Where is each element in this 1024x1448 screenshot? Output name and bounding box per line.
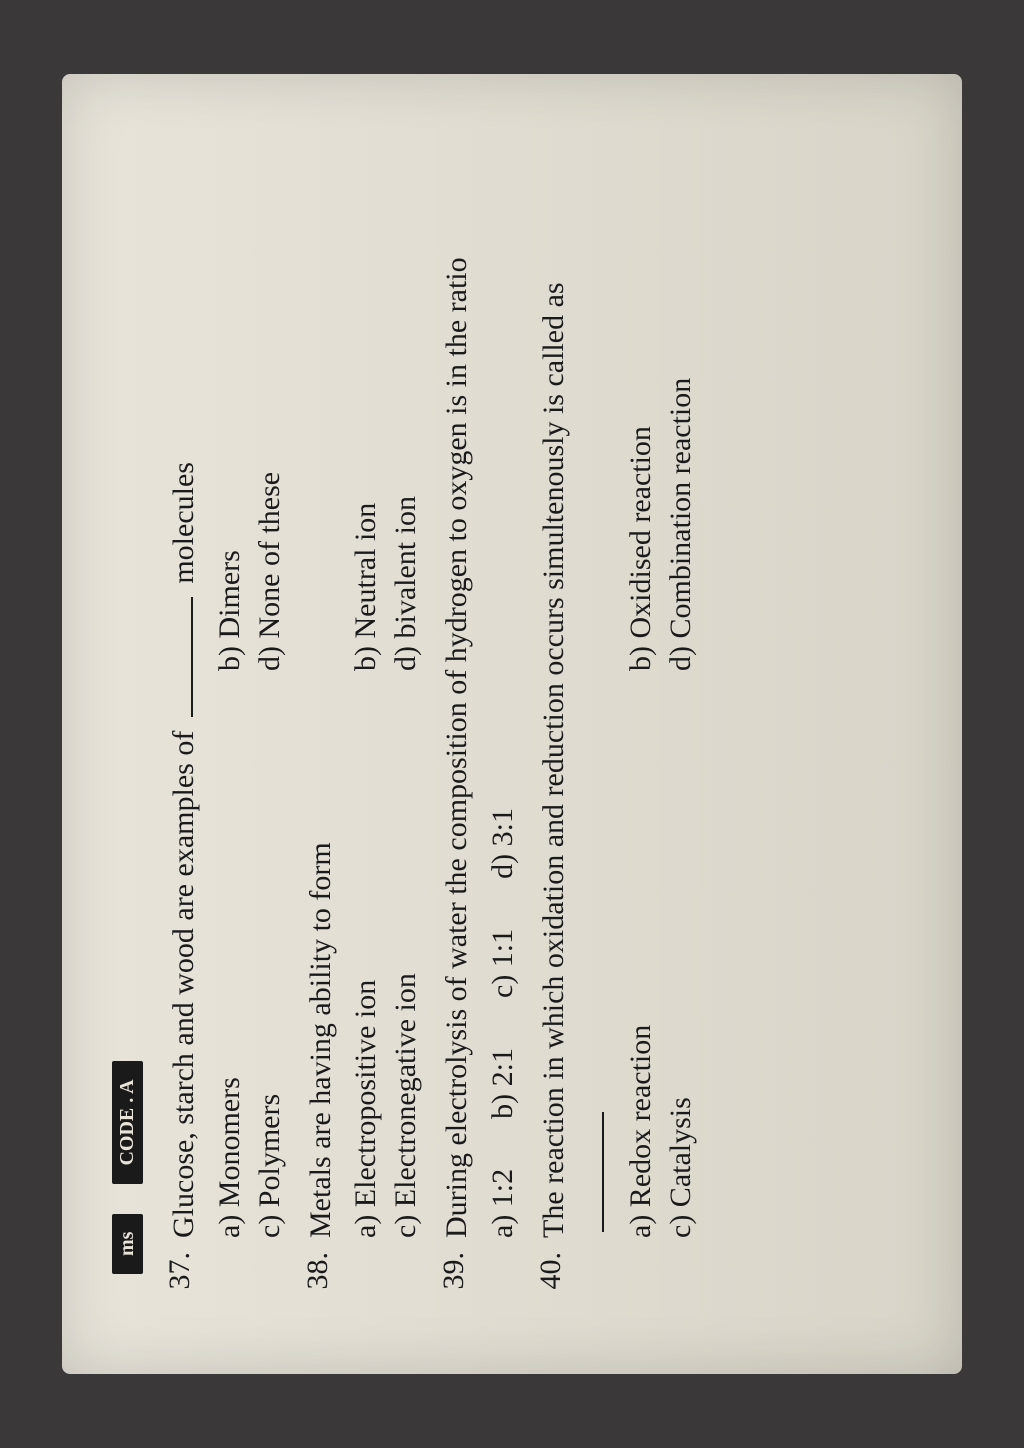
question-39: 39. During electrolysis of water the com… bbox=[437, 144, 520, 1304]
option-c: c) 1:1 bbox=[486, 929, 520, 998]
options-row: a) 1:2 b) 2:1 c) 1:1 d) 3:1 bbox=[486, 144, 520, 1238]
question-text-before: Glucose, starch and wood are examples of bbox=[167, 731, 200, 1238]
tag-left: ms bbox=[112, 1214, 143, 1274]
question-body: Metals are having ability to form a) Ele… bbox=[301, 144, 424, 1238]
blank-line bbox=[574, 1112, 604, 1232]
exam-paper: ms CODE . A 37. Glucose, starch and wood… bbox=[62, 74, 962, 1374]
option-d: d) None of these bbox=[253, 144, 287, 671]
question-number: 39. bbox=[437, 1252, 471, 1304]
question-text: Glucose, starch and wood are examples of… bbox=[163, 144, 205, 1238]
option-c: c) Catalysis bbox=[664, 711, 698, 1238]
question-number: 38. bbox=[301, 1252, 335, 1304]
option-a: a) Monomers bbox=[213, 711, 247, 1238]
question-number: 40. bbox=[534, 1252, 568, 1304]
option-d: d) Combination reaction bbox=[664, 144, 698, 671]
tag-right: CODE . A bbox=[112, 1061, 143, 1183]
question-number: 37. bbox=[163, 1252, 197, 1304]
blank-line bbox=[163, 597, 193, 717]
question-body: Glucose, starch and wood are examples of… bbox=[163, 144, 287, 1238]
option-a: a) Electropositive ion bbox=[349, 711, 383, 1238]
question-40: 40. The reaction in which oxidation and … bbox=[534, 144, 698, 1304]
option-b: b) 2:1 bbox=[486, 1048, 520, 1119]
question-body: During electrolysis of water the composi… bbox=[437, 144, 520, 1238]
options-grid: a) Monomers b) Dimers c) Polymers d) Non… bbox=[213, 144, 287, 1238]
question-text: Metals are having ability to form bbox=[301, 144, 342, 1238]
options-grid: a) Electropositive ion b) Neutral ion c)… bbox=[349, 144, 423, 1238]
page-wrapper: ms CODE . A 37. Glucose, starch and wood… bbox=[0, 74, 1024, 1374]
option-c: c) Polymers bbox=[253, 711, 287, 1238]
question-text-before: Metals are having ability to form bbox=[304, 842, 337, 1238]
option-a: a) Redox reaction bbox=[624, 711, 658, 1238]
option-a: a) 1:2 bbox=[486, 1169, 520, 1238]
question-text-before: The reaction in which oxidation and redu… bbox=[537, 282, 570, 1238]
question-37: 37. Glucose, starch and wood are example… bbox=[163, 144, 287, 1304]
header-tags: ms CODE . A bbox=[112, 144, 143, 1274]
option-b: b) Neutral ion bbox=[349, 144, 383, 671]
question-text: The reaction in which oxidation and redu… bbox=[534, 144, 616, 1238]
question-text-after: molecules bbox=[167, 462, 200, 584]
option-b: b) Oxidised reaction bbox=[624, 144, 658, 671]
options-grid: a) Redox reaction b) Oxidised reaction c… bbox=[624, 144, 698, 1238]
option-b: b) Dimers bbox=[213, 144, 247, 671]
option-c: c) Electronegative ion bbox=[389, 711, 423, 1238]
question-text: During electrolysis of water the composi… bbox=[437, 144, 478, 1238]
question-38: 38. Metals are having ability to form a)… bbox=[301, 144, 424, 1304]
question-text-before: During electrolysis of water the composi… bbox=[440, 257, 473, 1238]
option-d: d) 3:1 bbox=[486, 808, 520, 879]
option-d: d) bivalent ion bbox=[389, 144, 423, 671]
question-body: The reaction in which oxidation and redu… bbox=[534, 144, 698, 1238]
